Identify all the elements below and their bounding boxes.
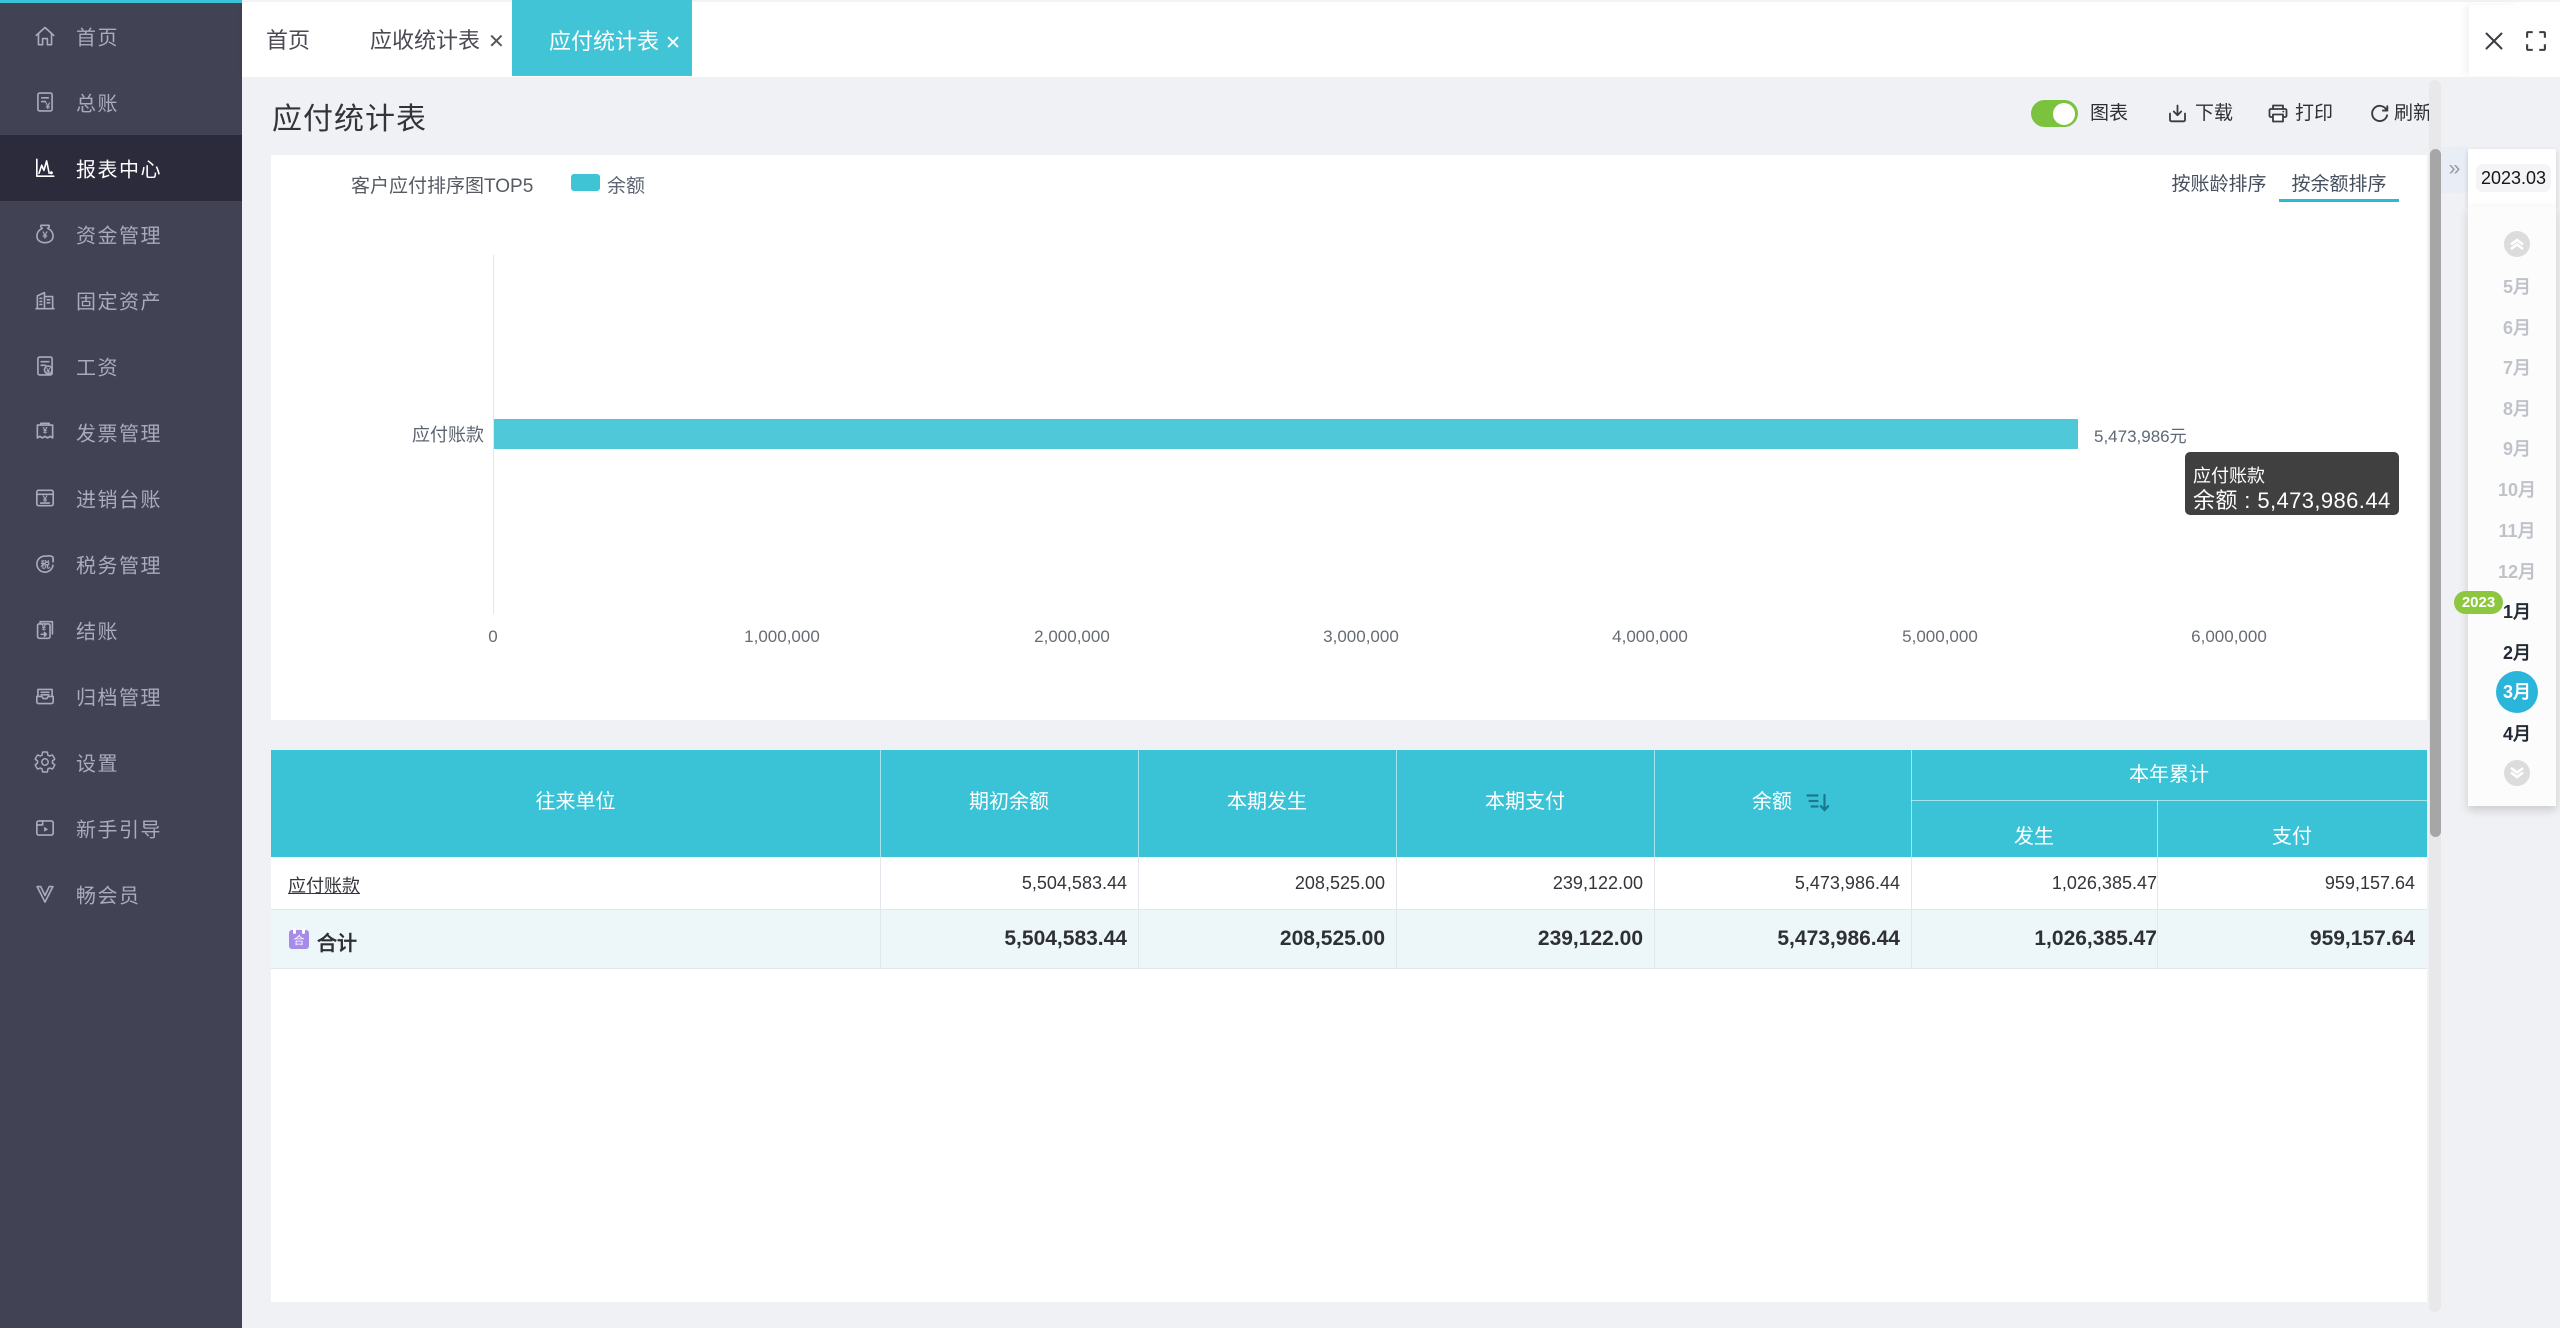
svg-text:¥: ¥ <box>42 231 48 242</box>
svg-text:¥: ¥ <box>43 426 48 436</box>
svg-text:¥: ¥ <box>43 494 48 504</box>
svg-text:税: 税 <box>41 559 51 570</box>
svg-text:¥: ¥ <box>46 367 50 375</box>
svg-text:¥: ¥ <box>45 101 50 111</box>
svg-text:¥: ¥ <box>41 623 46 633</box>
